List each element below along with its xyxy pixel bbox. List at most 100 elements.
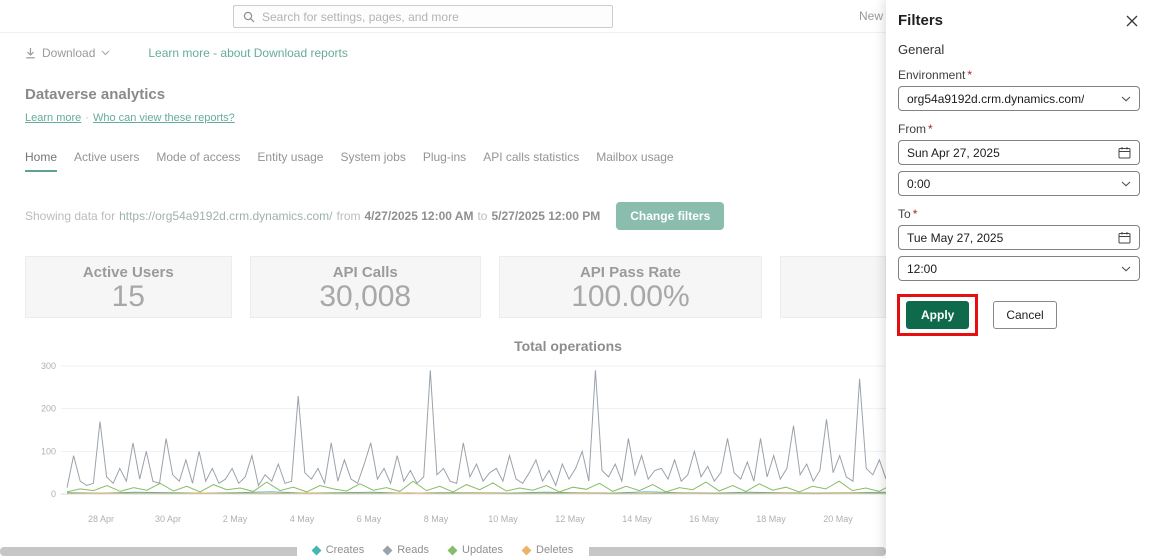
tab-mailbox-usage[interactable]: Mailbox usage [596, 150, 674, 164]
svg-text:10 May: 10 May [488, 514, 518, 524]
tab-entity-usage[interactable]: Entity usage [257, 150, 324, 164]
to-label: To * [898, 207, 918, 221]
environment-url[interactable]: https://org54a9192d.crm.dynamics.com/ [119, 209, 333, 223]
environment-label: Environment * [898, 68, 973, 82]
who-can-view-link[interactable]: Who can view these reports? [92, 112, 235, 124]
tab-plug-ins[interactable]: Plug-ins [422, 150, 467, 164]
card-title: Active Users [82, 264, 174, 281]
card-partial [779, 256, 886, 318]
to-time-value: 12:00 [907, 261, 938, 276]
from-date-input[interactable]: Sun Apr 27, 2025 [898, 140, 1140, 165]
to-date-value: Tue May 27, 2025 [907, 230, 1004, 245]
svg-text:20 May: 20 May [823, 514, 853, 524]
deletes-marker-icon [521, 545, 532, 555]
filters-panel: Filters General Environment * org54a9192d… [886, 0, 1152, 558]
card-api-pass-rate: API Pass Rate 100.00% [498, 256, 762, 318]
general-section-label: General [898, 42, 945, 57]
card-title: API Pass Rate [579, 264, 681, 281]
tab-home[interactable]: Home [25, 150, 58, 172]
change-filters-button[interactable]: Change filters [616, 202, 725, 230]
tab-mode-of-access[interactable]: Mode of access [156, 150, 241, 164]
svg-text:2 May: 2 May [223, 514, 248, 524]
page-title: Dataverse analytics [25, 86, 166, 103]
to-time-dropdown[interactable]: 12:00 [898, 256, 1140, 281]
status-from-word: from [336, 209, 361, 223]
subtitle-links: Learn more · Who can view these reports? [25, 112, 886, 124]
card-active-users: Active Users 15 [25, 256, 232, 318]
status-bar: Showing data for https://org54a9192d.crm… [25, 202, 886, 230]
chart-canvas: 0 100 200 300 28 Apr 30 Apr 2 May 4 May 6 May 8 M… [41, 361, 886, 524]
chevron-down-icon [101, 50, 110, 56]
svg-text:14 May: 14 May [622, 514, 652, 524]
chart-legend: Creates Reads Updates Deletes [0, 542, 886, 558]
status-prefix: Showing data for [25, 209, 116, 223]
tab-api-calls-statistics[interactable]: API calls statistics [483, 150, 580, 164]
chevron-down-icon [1121, 266, 1131, 272]
environment-value: org54a9192d.crm.dynamics.com/ [907, 91, 1085, 106]
required-marker: * [912, 207, 918, 221]
from-time-dropdown[interactable]: 0:00 [898, 171, 1140, 196]
status-to-word: to [477, 209, 488, 223]
chevron-down-icon [1121, 181, 1131, 187]
svg-text:12 May: 12 May [555, 514, 585, 524]
svg-text:200: 200 [41, 404, 56, 414]
legend-item-deletes[interactable]: Deletes [521, 544, 574, 556]
reads-marker-icon [382, 545, 393, 555]
svg-text:6 May: 6 May [357, 514, 382, 524]
apply-button[interactable]: Apply [906, 301, 970, 329]
card-value: 30,008 [319, 280, 412, 313]
to-date-input[interactable]: Tue May 27, 2025 [898, 225, 1140, 250]
from-date-value: Sun Apr 27, 2025 [907, 145, 1000, 160]
calendar-icon[interactable] [1118, 231, 1131, 244]
topbar: New [0, 0, 886, 33]
download-label: Download [42, 46, 96, 60]
svg-text:18 May: 18 May [756, 514, 786, 524]
svg-text:300: 300 [41, 361, 56, 371]
legend-label: Creates [325, 544, 365, 556]
svg-text:4 May: 4 May [290, 514, 315, 524]
link-separator: · [85, 112, 89, 124]
required-marker: * [928, 122, 933, 136]
card-title: API Calls [332, 264, 398, 281]
creates-marker-icon [311, 545, 322, 555]
svg-text:8 May: 8 May [424, 514, 449, 524]
legend-label: Deletes [536, 544, 574, 556]
search-input[interactable] [262, 9, 603, 24]
required-marker: * [967, 68, 973, 82]
card-value: 15 [111, 280, 145, 313]
svg-text:28 Apr: 28 Apr [88, 514, 114, 524]
calendar-icon[interactable] [1118, 146, 1131, 159]
svg-text:100: 100 [41, 446, 56, 456]
updates-marker-icon [447, 545, 458, 555]
legend-item-updates[interactable]: Updates [447, 544, 503, 556]
card-value: 100.00% [571, 280, 690, 313]
legend-label: Updates [462, 544, 503, 556]
search-icon [243, 11, 255, 23]
download-button[interactable]: Download [25, 46, 110, 60]
kpi-cards: Active Users 15 API Calls 30,008 API Pas… [25, 256, 886, 318]
new-label[interactable]: New [858, 9, 883, 23]
global-search[interactable] [233, 5, 613, 28]
legend-item-reads[interactable]: Reads [382, 544, 429, 556]
download-reports-link[interactable]: Learn more - about Download reports [148, 46, 348, 60]
toolbar: Download Learn more - about Download rep… [25, 46, 886, 60]
filters-panel-title: Filters [898, 12, 944, 29]
close-icon[interactable] [1124, 13, 1140, 29]
tab-active-users[interactable]: Active users [74, 150, 140, 164]
learn-more-link[interactable]: Learn more [25, 112, 82, 124]
svg-text:0: 0 [51, 489, 56, 499]
total-operations-chart: Total operations 0 100 200 300 28 Apr 30 Apr 2… [25, 338, 886, 530]
status-from-date: 4/27/2025 12:00 AM [364, 209, 474, 223]
tab-system-jobs[interactable]: System jobs [340, 150, 406, 164]
svg-text:30 Apr: 30 Apr [155, 514, 181, 524]
svg-text:16 May: 16 May [689, 514, 719, 524]
from-time-value: 0:00 [907, 176, 931, 191]
status-to-date: 5/27/2025 12:00 PM [491, 209, 601, 223]
from-label: From * [898, 122, 933, 136]
legend-item-creates[interactable]: Creates [311, 544, 365, 556]
cancel-button[interactable]: Cancel [993, 301, 1057, 329]
card-api-calls: API Calls 30,008 [249, 256, 481, 318]
main-content: New Download Learn more - about Download… [0, 0, 886, 558]
chevron-down-icon [1121, 96, 1131, 102]
environment-dropdown[interactable]: org54a9192d.crm.dynamics.com/ [898, 86, 1140, 111]
